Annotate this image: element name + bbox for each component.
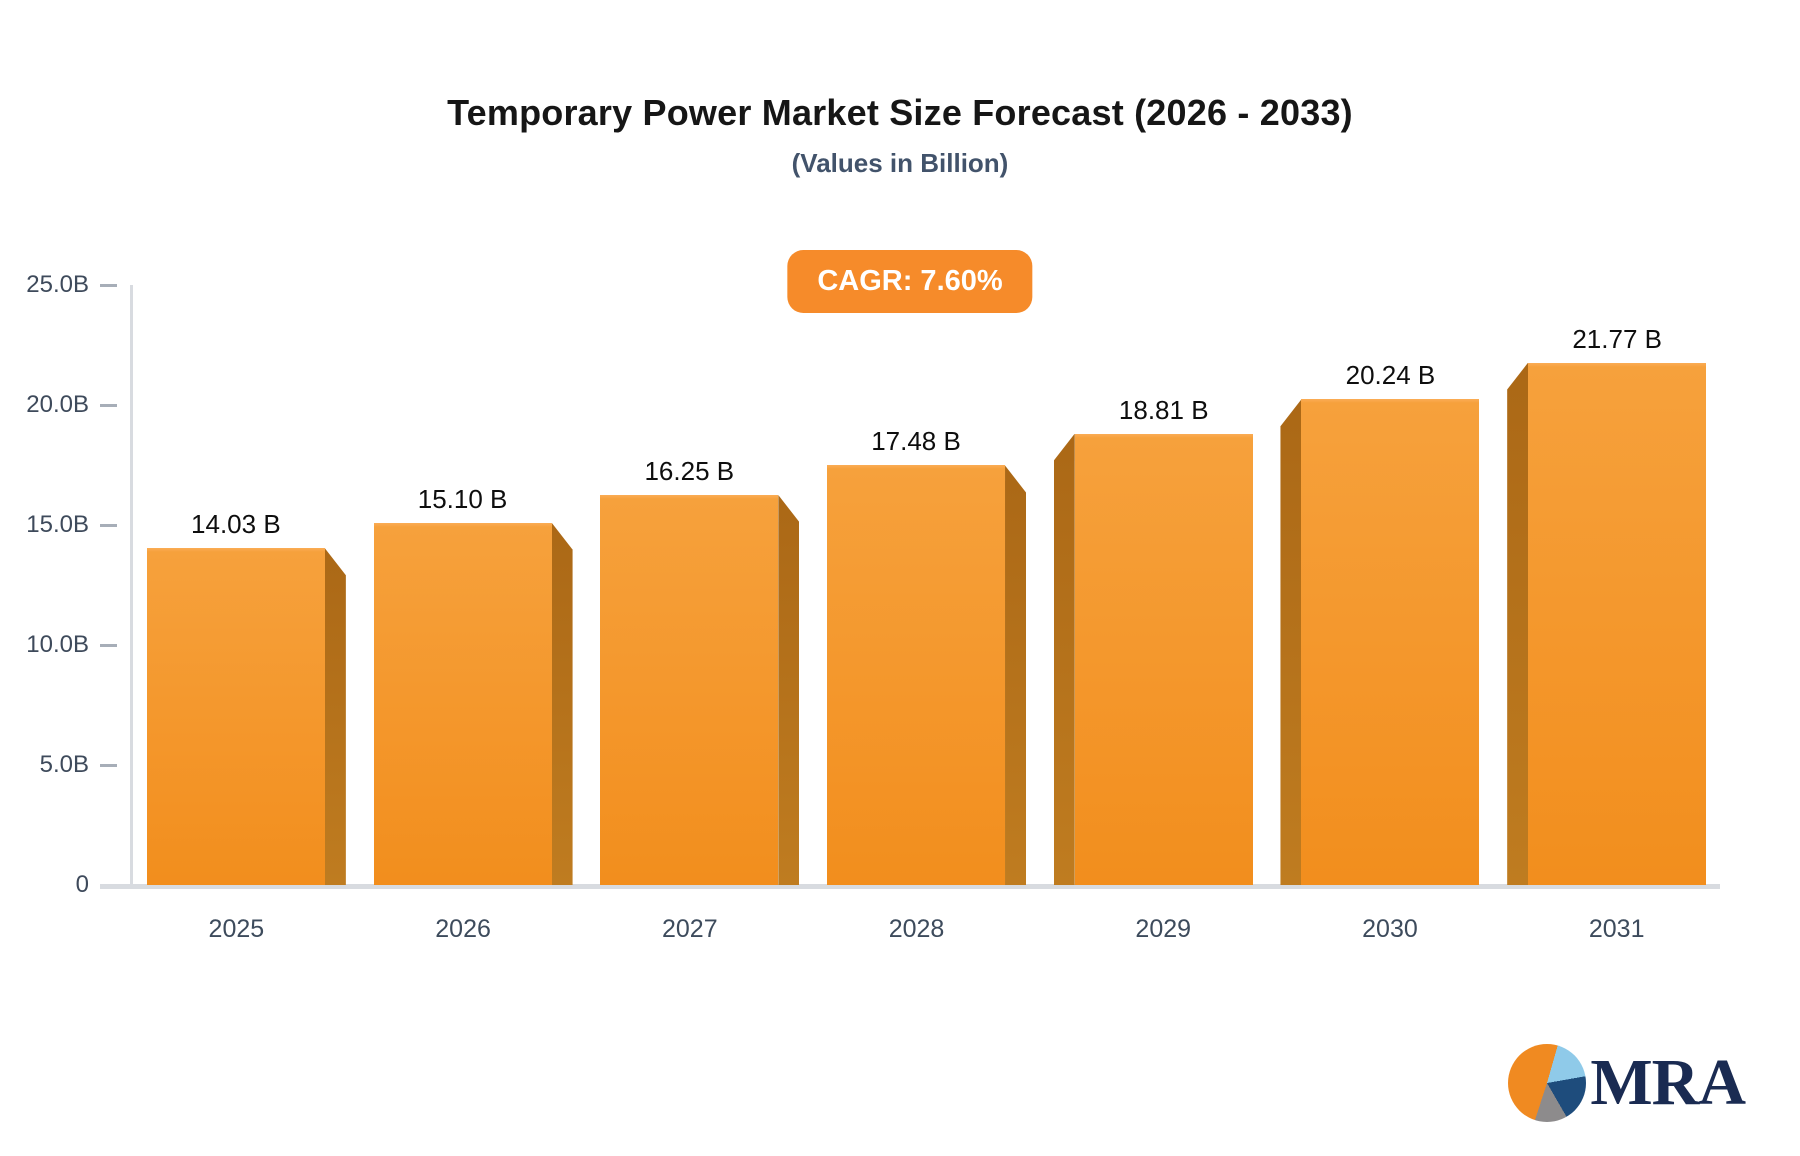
bar-side-3d <box>778 495 800 885</box>
x-axis-label-2028: 2028 <box>888 915 945 943</box>
chart-title: Temporary Power Market Size Forecast (20… <box>447 92 1353 133</box>
y-tick-mark <box>100 403 117 407</box>
bar-2030: 20.24 B <box>1280 360 1480 885</box>
bar-2025: 14.03 B <box>146 509 346 885</box>
y-tick: 5.0B <box>39 751 117 778</box>
bar-slot: 15.10 B <box>360 285 587 885</box>
bar-slot: 14.03 B <box>133 285 360 885</box>
bar-face <box>827 465 1006 885</box>
x-axis-label-2031: 2031 <box>1588 915 1645 943</box>
bar-value-label: 18.81 B <box>1118 394 1209 425</box>
x-axis-labels: 2025 2026 2027 2028 2029 2030 2031 <box>133 915 1720 944</box>
logo-text: MRA <box>1590 1046 1746 1119</box>
bar-2029: 18.81 B <box>1053 395 1253 885</box>
y-tick-mark <box>100 643 117 647</box>
bar-slot: 21.77 B <box>1493 285 1720 885</box>
chart-subtitle: (Values in Billion) <box>791 148 1009 178</box>
bar-value-label: 16.25 B <box>644 456 735 486</box>
y-tick-label: 20.0B <box>26 391 89 418</box>
y-axis-line <box>130 285 133 887</box>
bar-side-3d <box>1280 399 1302 885</box>
y-tick-label: 0 <box>75 871 89 898</box>
y-tick-label: 5.0B <box>39 751 89 778</box>
bar-2026: 15.10 B <box>373 484 573 885</box>
y-tick-label: 25.0B <box>26 271 89 298</box>
bar-face <box>1528 362 1707 885</box>
bar-value-label: 14.03 B <box>191 509 281 540</box>
x-axis-label-2029: 2029 <box>1135 915 1192 943</box>
bars-container: 14.03 B 15.10 B 16.25 B 17.48 B 18.81 B 20.24… <box>133 285 1720 885</box>
bar-face <box>373 522 552 885</box>
y-tick-label: 10.0B <box>26 631 89 658</box>
bar-value-label: 15.10 B <box>417 483 508 514</box>
x-axis-label-2030: 2030 <box>1362 915 1418 943</box>
bar-slot: 20.24 B <box>1267 285 1494 885</box>
brand-logo: MRA <box>1508 1044 1746 1122</box>
bar-face <box>1301 399 1480 885</box>
bar-slot: 16.25 B <box>586 285 813 885</box>
y-tick-mark <box>100 283 117 287</box>
logo-pie-icon <box>1508 1044 1587 1122</box>
bar-face <box>600 495 779 885</box>
bar-side-3d <box>551 522 573 885</box>
cagr-badge: CAGR: 7.60% <box>787 250 1033 313</box>
bar-2031: 21.77 B <box>1507 324 1707 885</box>
y-tick: 20.0B <box>26 391 117 418</box>
bar-side-3d <box>1507 362 1529 885</box>
y-tick: 25.0B <box>26 271 117 298</box>
x-axis-line <box>100 884 1720 889</box>
y-tick-mark <box>100 523 117 527</box>
y-axis: 0 5.0B 10.0B 15.0B 20.0B 25.0B <box>0 271 130 898</box>
bar-side-3d <box>1053 433 1075 885</box>
y-tick-label: 15.0B <box>26 511 89 538</box>
y-tick: 15.0B <box>26 511 117 538</box>
bar-slot: 18.81 B <box>1040 285 1267 885</box>
plot-area: 0 5.0B 10.0B 15.0B 20.0B 25.0B 14.03 B 15.10 B… <box>26 271 1720 943</box>
y-tick: 10.0B <box>26 631 117 658</box>
y-tick-mark <box>100 763 117 767</box>
bar-value-label: 17.48 B <box>871 426 961 457</box>
x-axis-label-2025: 2025 <box>208 915 265 943</box>
x-axis-label-2027: 2027 <box>661 915 718 943</box>
bar-2027: 16.25 B <box>600 456 800 885</box>
bar-side-3d <box>324 548 346 885</box>
bar-face <box>146 548 325 885</box>
bar-slot: 17.48 B <box>813 285 1040 885</box>
bar-face <box>1074 433 1253 885</box>
bar-value-label: 21.77 B <box>1572 323 1662 354</box>
bar-2028: 17.48 B <box>827 426 1027 885</box>
x-axis-label-2026: 2026 <box>435 915 491 943</box>
bar-value-label: 20.24 B <box>1345 360 1436 391</box>
bar-side-3d <box>1005 465 1027 885</box>
